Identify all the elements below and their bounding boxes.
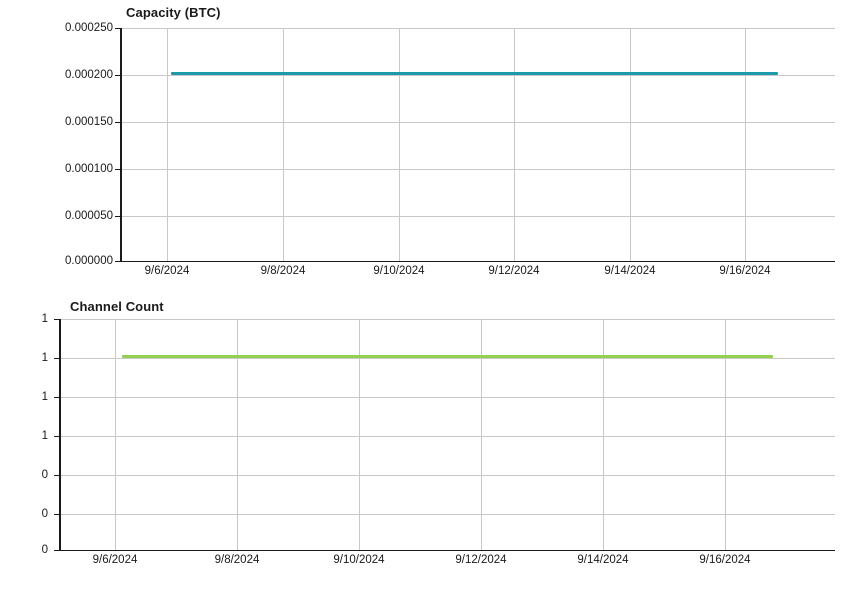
gridline-vertical — [115, 319, 116, 550]
x-tick-label: 9/10/2024 — [373, 265, 425, 277]
y-tick-label: 0.000200 — [65, 69, 113, 81]
gridline-vertical — [283, 28, 284, 261]
y-tick-mark — [54, 397, 60, 398]
x-tick-label: 9/12/2024 — [455, 554, 507, 566]
channel-count-chart-panel: Channel Count 1 1 1 1 0 0 0 9/6/2024 9/8… — [0, 290, 860, 600]
gridline-vertical — [481, 319, 482, 550]
gridline-horizontal — [122, 169, 835, 170]
gridline-horizontal — [122, 216, 835, 217]
y-tick-label: 0 — [41, 508, 48, 520]
gridline-vertical — [399, 28, 400, 261]
y-axis-line — [120, 28, 122, 262]
y-tick-mark — [115, 122, 121, 123]
gridline-horizontal — [122, 28, 835, 29]
gridline-horizontal — [122, 122, 835, 123]
y-tick-label: 1 — [41, 430, 48, 442]
gridline-vertical — [514, 28, 515, 261]
y-tick-label: 1 — [41, 391, 48, 403]
gridline-horizontal — [61, 475, 835, 476]
y-tick-mark — [54, 319, 60, 320]
channel-count-plot-area — [61, 319, 835, 550]
y-tick-mark — [54, 550, 60, 551]
x-tick-label: 9/8/2024 — [214, 554, 260, 566]
y-tick-label: 0.000150 — [65, 116, 113, 128]
x-axis-line — [59, 549, 835, 551]
x-tick-label: 9/10/2024 — [333, 554, 385, 566]
x-tick-label: 9/6/2024 — [92, 554, 138, 566]
gridline-horizontal — [61, 436, 835, 437]
x-tick-label: 9/14/2024 — [577, 554, 629, 566]
chart-title-channel-count: Channel Count — [70, 299, 164, 314]
series-line-capacity — [171, 72, 778, 75]
y-tick-label: 0.000250 — [65, 22, 113, 34]
capacity-chart-panel: Capacity (BTC) 0.000250 0.000200 0.00015… — [0, 0, 860, 290]
y-tick-label: 1 — [41, 313, 48, 325]
gridline-vertical — [630, 28, 631, 261]
y-tick-mark — [115, 169, 121, 170]
gridline-horizontal — [61, 319, 835, 320]
y-tick-mark — [115, 75, 121, 76]
x-tick-label: 9/12/2024 — [488, 265, 540, 277]
x-tick-label: 9/16/2024 — [719, 265, 771, 277]
y-tick-label: 0 — [41, 469, 48, 481]
y-tick-label: 0.000100 — [65, 163, 113, 175]
chart-title-capacity: Capacity (BTC) — [126, 5, 221, 20]
gridline-vertical — [603, 319, 604, 550]
gridline-vertical — [745, 28, 746, 261]
gridline-horizontal — [61, 514, 835, 515]
y-tick-mark — [115, 216, 121, 217]
x-axis-line — [120, 260, 835, 262]
gridline-horizontal — [122, 75, 835, 76]
gridline-vertical — [237, 319, 238, 550]
gridline-vertical — [359, 319, 360, 550]
y-tick-label: 0.000050 — [65, 210, 113, 222]
y-tick-mark — [115, 261, 121, 262]
y-tick-mark — [54, 436, 60, 437]
y-axis-line — [59, 319, 61, 551]
y-tick-label: 1 — [41, 352, 48, 364]
y-tick-mark — [115, 28, 121, 29]
gridline-vertical — [725, 319, 726, 550]
y-tick-mark — [54, 475, 60, 476]
capacity-plot-area — [122, 28, 835, 261]
series-line-channel-count — [122, 355, 773, 358]
y-tick-mark — [54, 514, 60, 515]
y-tick-label: 0 — [41, 544, 48, 556]
x-tick-label: 9/16/2024 — [699, 554, 751, 566]
y-tick-label: 0.000000 — [65, 255, 113, 267]
gridline-horizontal — [61, 358, 835, 359]
x-tick-label: 9/14/2024 — [604, 265, 656, 277]
gridline-horizontal — [61, 397, 835, 398]
x-tick-label: 9/8/2024 — [260, 265, 306, 277]
x-tick-label: 9/6/2024 — [144, 265, 190, 277]
y-tick-mark — [54, 358, 60, 359]
gridline-vertical — [167, 28, 168, 261]
